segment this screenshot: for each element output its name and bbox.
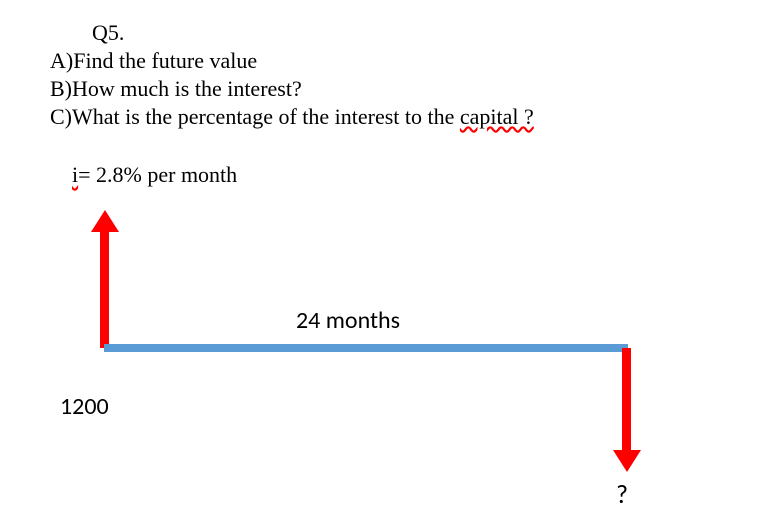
present-value-label: 1200	[60, 392, 109, 421]
part-c-prefix: C)What is the percentage of the interest…	[50, 104, 460, 129]
question-part-b: B)How much is the interest?	[50, 76, 534, 102]
question-block: Q5. A)Find the future value B)How much i…	[50, 20, 534, 132]
timeline-bar	[104, 344, 628, 352]
rate-value: = 2.8% per month	[78, 162, 237, 187]
arrow-up-shaft	[100, 228, 109, 348]
timeline-diagram: 24 months 1200 ?	[0, 200, 776, 520]
future-value-label: ?	[616, 478, 628, 510]
arrow-down-head-icon	[613, 450, 641, 472]
interest-rate-line: i= 2.8% per month	[72, 162, 237, 188]
question-part-c: C)What is the percentage of the interest…	[50, 104, 534, 130]
question-part-a: A)Find the future value	[50, 48, 534, 74]
arrow-down-shaft	[622, 348, 631, 454]
duration-label: 24 months	[296, 306, 400, 335]
part-c-underlined: capital ?	[460, 104, 534, 129]
question-number: Q5.	[92, 20, 534, 46]
